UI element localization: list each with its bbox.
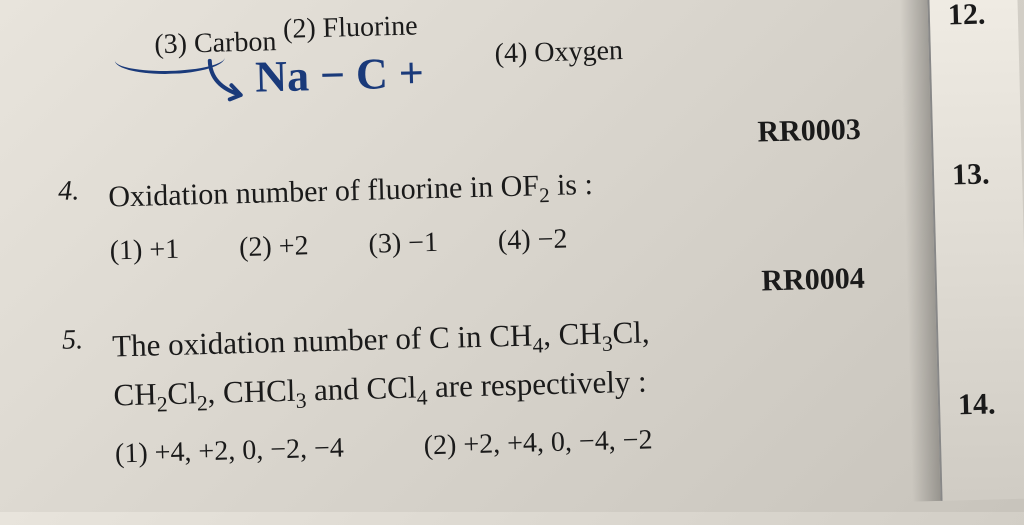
- question-5-options: (1) +4, +2, 0, −2, −4 (2) +2, +4, 0, −4,…: [45, 416, 990, 473]
- q4-opt-1: (1) +1: [109, 233, 179, 267]
- right-column: 12. 13. 14.: [927, 0, 1024, 501]
- q4-opt-2: (2) +2: [239, 230, 309, 264]
- q4-opt-3: (3) −1: [368, 226, 438, 260]
- option-2-fluorine: (2) Fluorine: [283, 10, 418, 45]
- right-num-13: 13.: [952, 157, 990, 192]
- option-4-oxygen: (4) Oxygen: [494, 35, 623, 70]
- right-num-12: 12.: [947, 0, 985, 33]
- question-4-number: 4.: [58, 175, 80, 208]
- q5-opt-2: (2) +2, +4, 0, −4, −2: [423, 424, 653, 462]
- question-5-number: 5.: [62, 324, 84, 357]
- handwriting-na-c: Na − C +: [255, 47, 425, 102]
- right-num-14: 14.: [958, 387, 996, 422]
- question-5-text: The oxidation number of C in CH4, CH3Cl,…: [42, 300, 988, 424]
- handwriting-arrow: [205, 55, 256, 106]
- q5-opt-1: (1) +4, +2, 0, −2, −4: [115, 432, 345, 470]
- q4-opt-4: (4) −2: [498, 223, 568, 257]
